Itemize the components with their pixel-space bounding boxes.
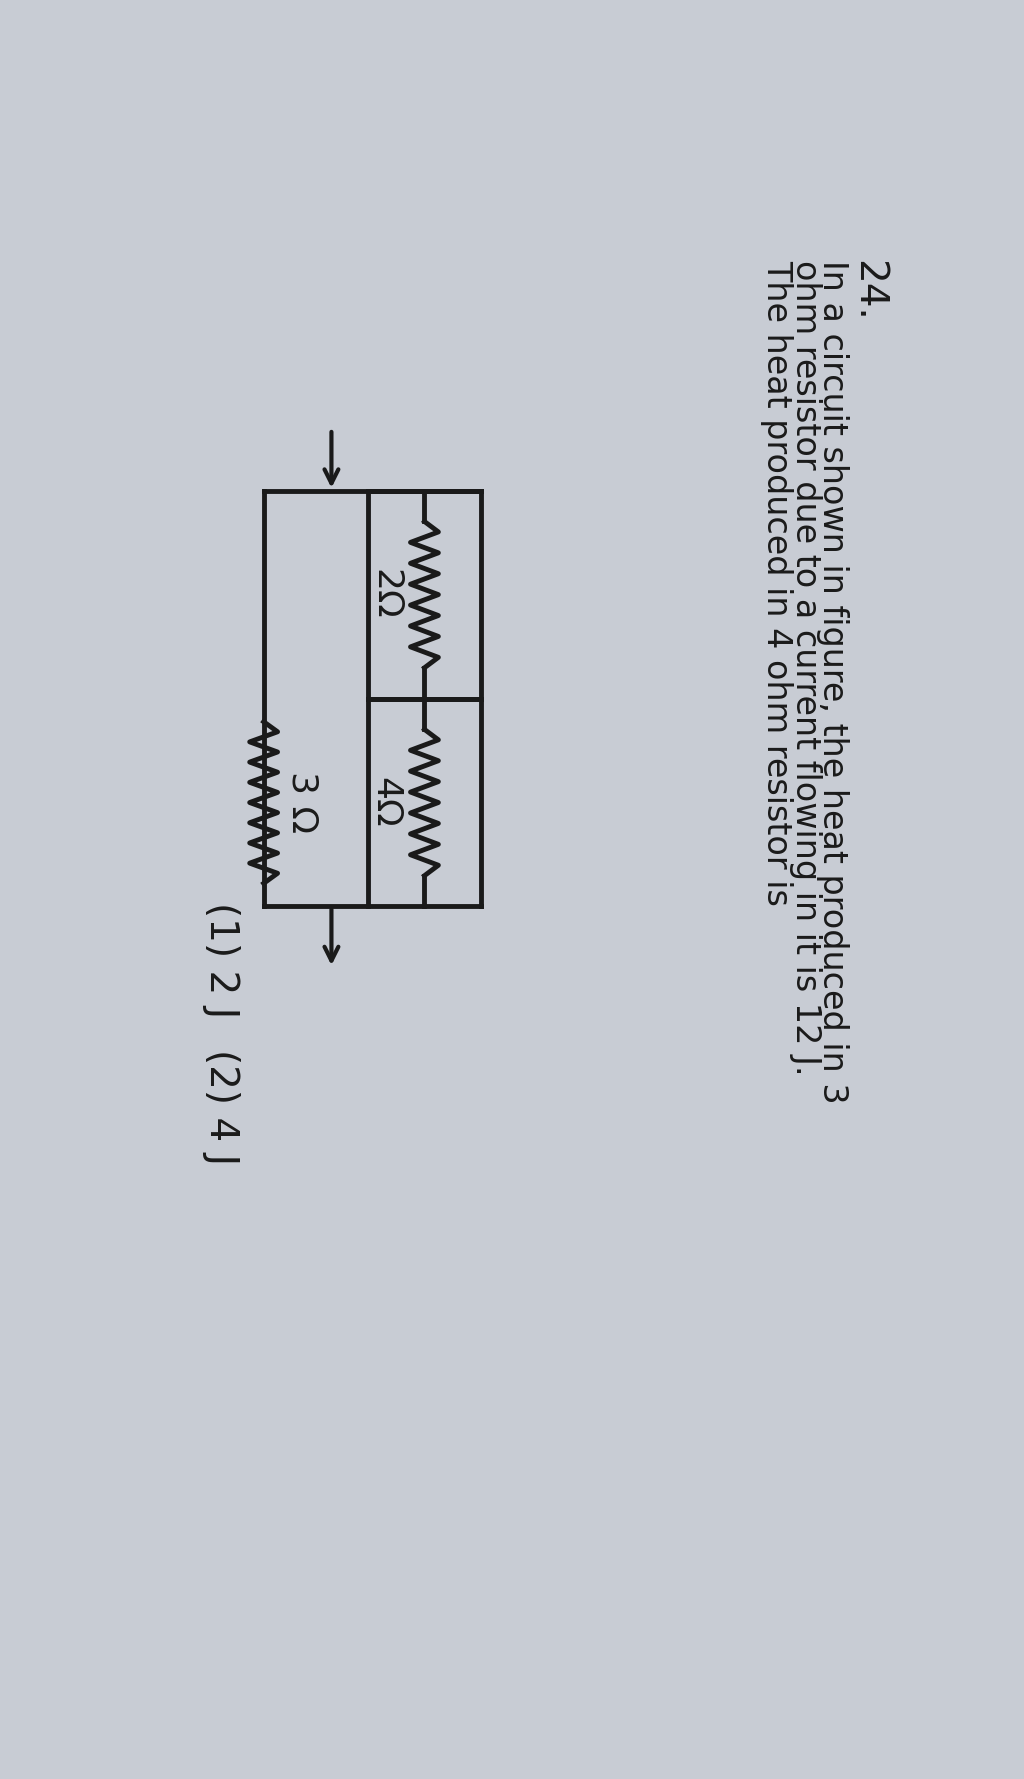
Text: ohm resistor due to a current flowing in it is 12 J.: ohm resistor due to a current flowing in…: [788, 260, 821, 1075]
Text: 2Ω: 2Ω: [369, 569, 402, 619]
Text: 3 Ω: 3 Ω: [286, 772, 319, 834]
Text: (1) 2 J: (1) 2 J: [202, 902, 240, 1019]
Text: (2) 4 J: (2) 4 J: [202, 1048, 240, 1165]
Text: In a circuit shown in figure, the heat produced in 3: In a circuit shown in figure, the heat p…: [816, 260, 849, 1103]
Text: 24.: 24.: [850, 260, 888, 322]
Text: 4Ω: 4Ω: [369, 777, 402, 827]
Text: The heat produced in 4 ohm resistor is: The heat produced in 4 ohm resistor is: [760, 260, 793, 906]
